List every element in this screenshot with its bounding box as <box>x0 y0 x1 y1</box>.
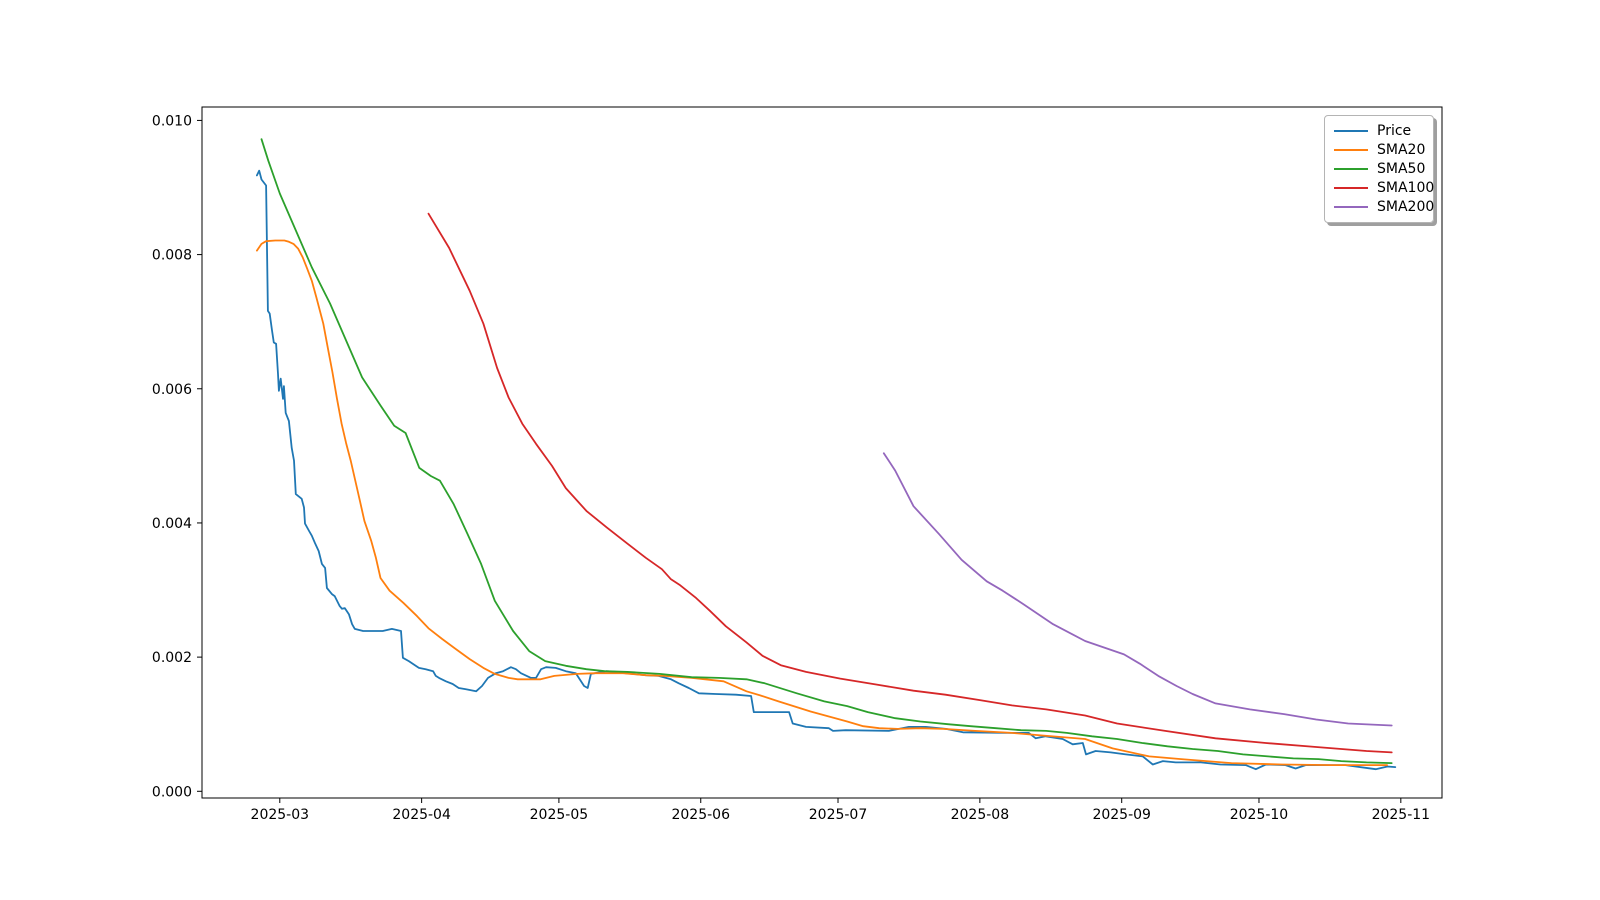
legend-label: SMA20 <box>1377 142 1426 159</box>
x-tick-label: 2025-08 <box>951 807 1010 823</box>
sma50-line <box>260 138 1393 764</box>
legend-line-swatch <box>1334 149 1368 152</box>
x-tick-label: 2025-07 <box>809 807 868 823</box>
x-tick-label: 2025-11 <box>1372 807 1431 823</box>
legend-line-swatch <box>1334 130 1368 133</box>
y-tick-label: 0.002 <box>152 650 192 666</box>
y-tick-label: 0.004 <box>152 516 192 532</box>
legend-label: SMA50 <box>1377 160 1426 177</box>
legend-item-sma50: SMA50 <box>1334 160 1426 179</box>
y-tick-label: 0.010 <box>152 113 192 129</box>
legend-item-sma200: SMA200 <box>1334 197 1434 216</box>
legend-label: Price <box>1377 123 1412 140</box>
legend: Price SMA20 SMA50 SMA100 SMA200 <box>1324 115 1434 223</box>
x-tick-label: 2025-03 <box>251 807 310 823</box>
legend-item-sma20: SMA20 <box>1334 141 1426 160</box>
legend-line-swatch <box>1334 167 1368 170</box>
legend-item-sma100: SMA100 <box>1334 178 1434 197</box>
legend-line-swatch <box>1334 186 1368 189</box>
legend-item-price: Price <box>1334 122 1423 141</box>
legend-label: SMA200 <box>1377 198 1435 215</box>
y-tick-label: 0.000 <box>152 784 192 800</box>
x-tick-label: 2025-10 <box>1230 807 1289 823</box>
y-tick-label: 0.006 <box>152 382 192 398</box>
sma200-line <box>882 452 1393 727</box>
legend-line-swatch <box>1334 205 1368 208</box>
sma100-line <box>427 212 1393 754</box>
legend-label: SMA100 <box>1377 179 1435 196</box>
x-tick-label: 2025-04 <box>392 807 451 823</box>
x-tick-label: 2025-05 <box>530 807 589 823</box>
y-tick-label: 0.008 <box>152 248 192 264</box>
x-tick-label: 2025-09 <box>1092 807 1151 823</box>
sma20-line <box>255 239 1388 766</box>
plot-border <box>201 106 1443 799</box>
price-line <box>255 169 1397 771</box>
x-tick-label: 2025-06 <box>671 807 730 823</box>
